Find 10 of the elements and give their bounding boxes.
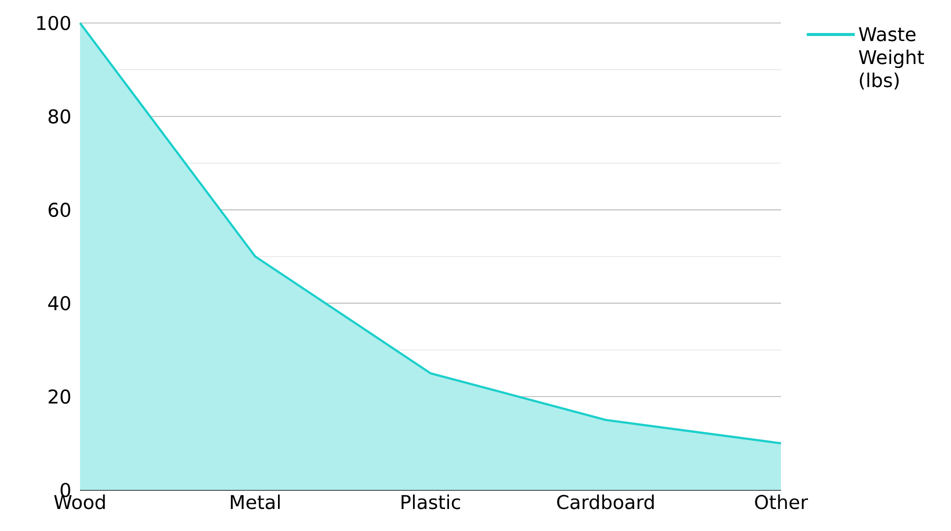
x-tick-label: Plastic bbox=[402, 494, 460, 510]
y-tick-label: 100 bbox=[37, 16, 70, 30]
x-tick-label: Metal bbox=[230, 494, 280, 510]
x-tick-label: Other bbox=[755, 494, 808, 510]
y-tick-label: 80 bbox=[48, 109, 70, 124]
y-tick-label: 60 bbox=[48, 202, 70, 217]
legend-label: Waste Weight (lbs) bbox=[858, 27, 924, 90]
y-tick-label: 40 bbox=[48, 296, 70, 310]
x-tick-label: Cardboard bbox=[557, 494, 654, 510]
y-tick-label: 20 bbox=[48, 389, 70, 404]
